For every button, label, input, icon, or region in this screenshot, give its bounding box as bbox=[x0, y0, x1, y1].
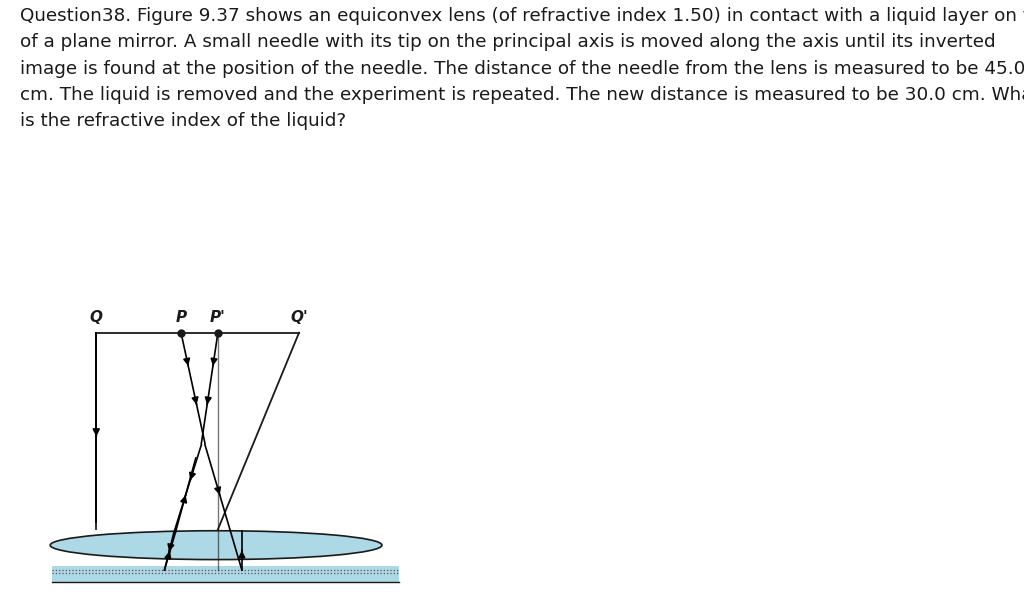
Text: P: P bbox=[175, 310, 186, 325]
Bar bbox=[52, 566, 398, 582]
Text: Q: Q bbox=[90, 310, 102, 325]
Text: Q': Q' bbox=[290, 310, 308, 325]
Text: Question38. Figure 9.37 shows an equiconvex lens (of refractive index 1.50) in c: Question38. Figure 9.37 shows an equicon… bbox=[20, 7, 1024, 130]
Ellipse shape bbox=[50, 531, 382, 560]
Text: P': P' bbox=[210, 310, 225, 325]
